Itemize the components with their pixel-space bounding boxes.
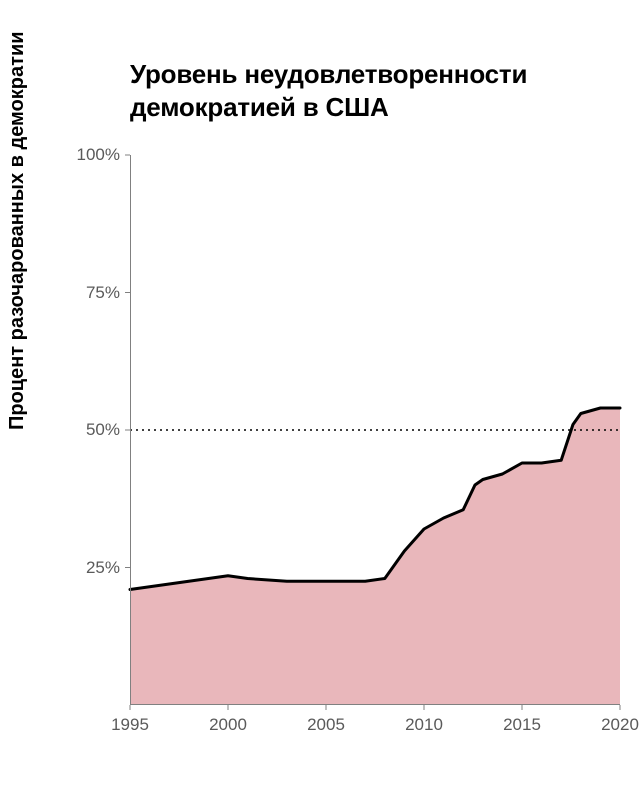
x-tick-label: 2005 bbox=[307, 715, 345, 735]
chart-container: Уровень неудовлетворенности демократией … bbox=[0, 0, 640, 791]
y-tick-label: 100% bbox=[60, 145, 120, 165]
plot-area bbox=[130, 155, 622, 707]
x-tick-label: 2020 bbox=[601, 715, 639, 735]
y-tick-label: 50% bbox=[60, 420, 120, 440]
x-tick-label: 2000 bbox=[209, 715, 247, 735]
chart-title: Уровень неудовлетворенности демократией … bbox=[130, 58, 640, 123]
y-tick-label: 75% bbox=[60, 283, 120, 303]
x-tick-label: 1995 bbox=[111, 715, 149, 735]
y-axis-label: Процент разочарованных в демократии bbox=[6, 31, 29, 430]
y-tick-label: 25% bbox=[60, 558, 120, 578]
x-tick-label: 2010 bbox=[405, 715, 443, 735]
area-fill bbox=[130, 408, 620, 705]
x-tick-label: 2015 bbox=[503, 715, 541, 735]
